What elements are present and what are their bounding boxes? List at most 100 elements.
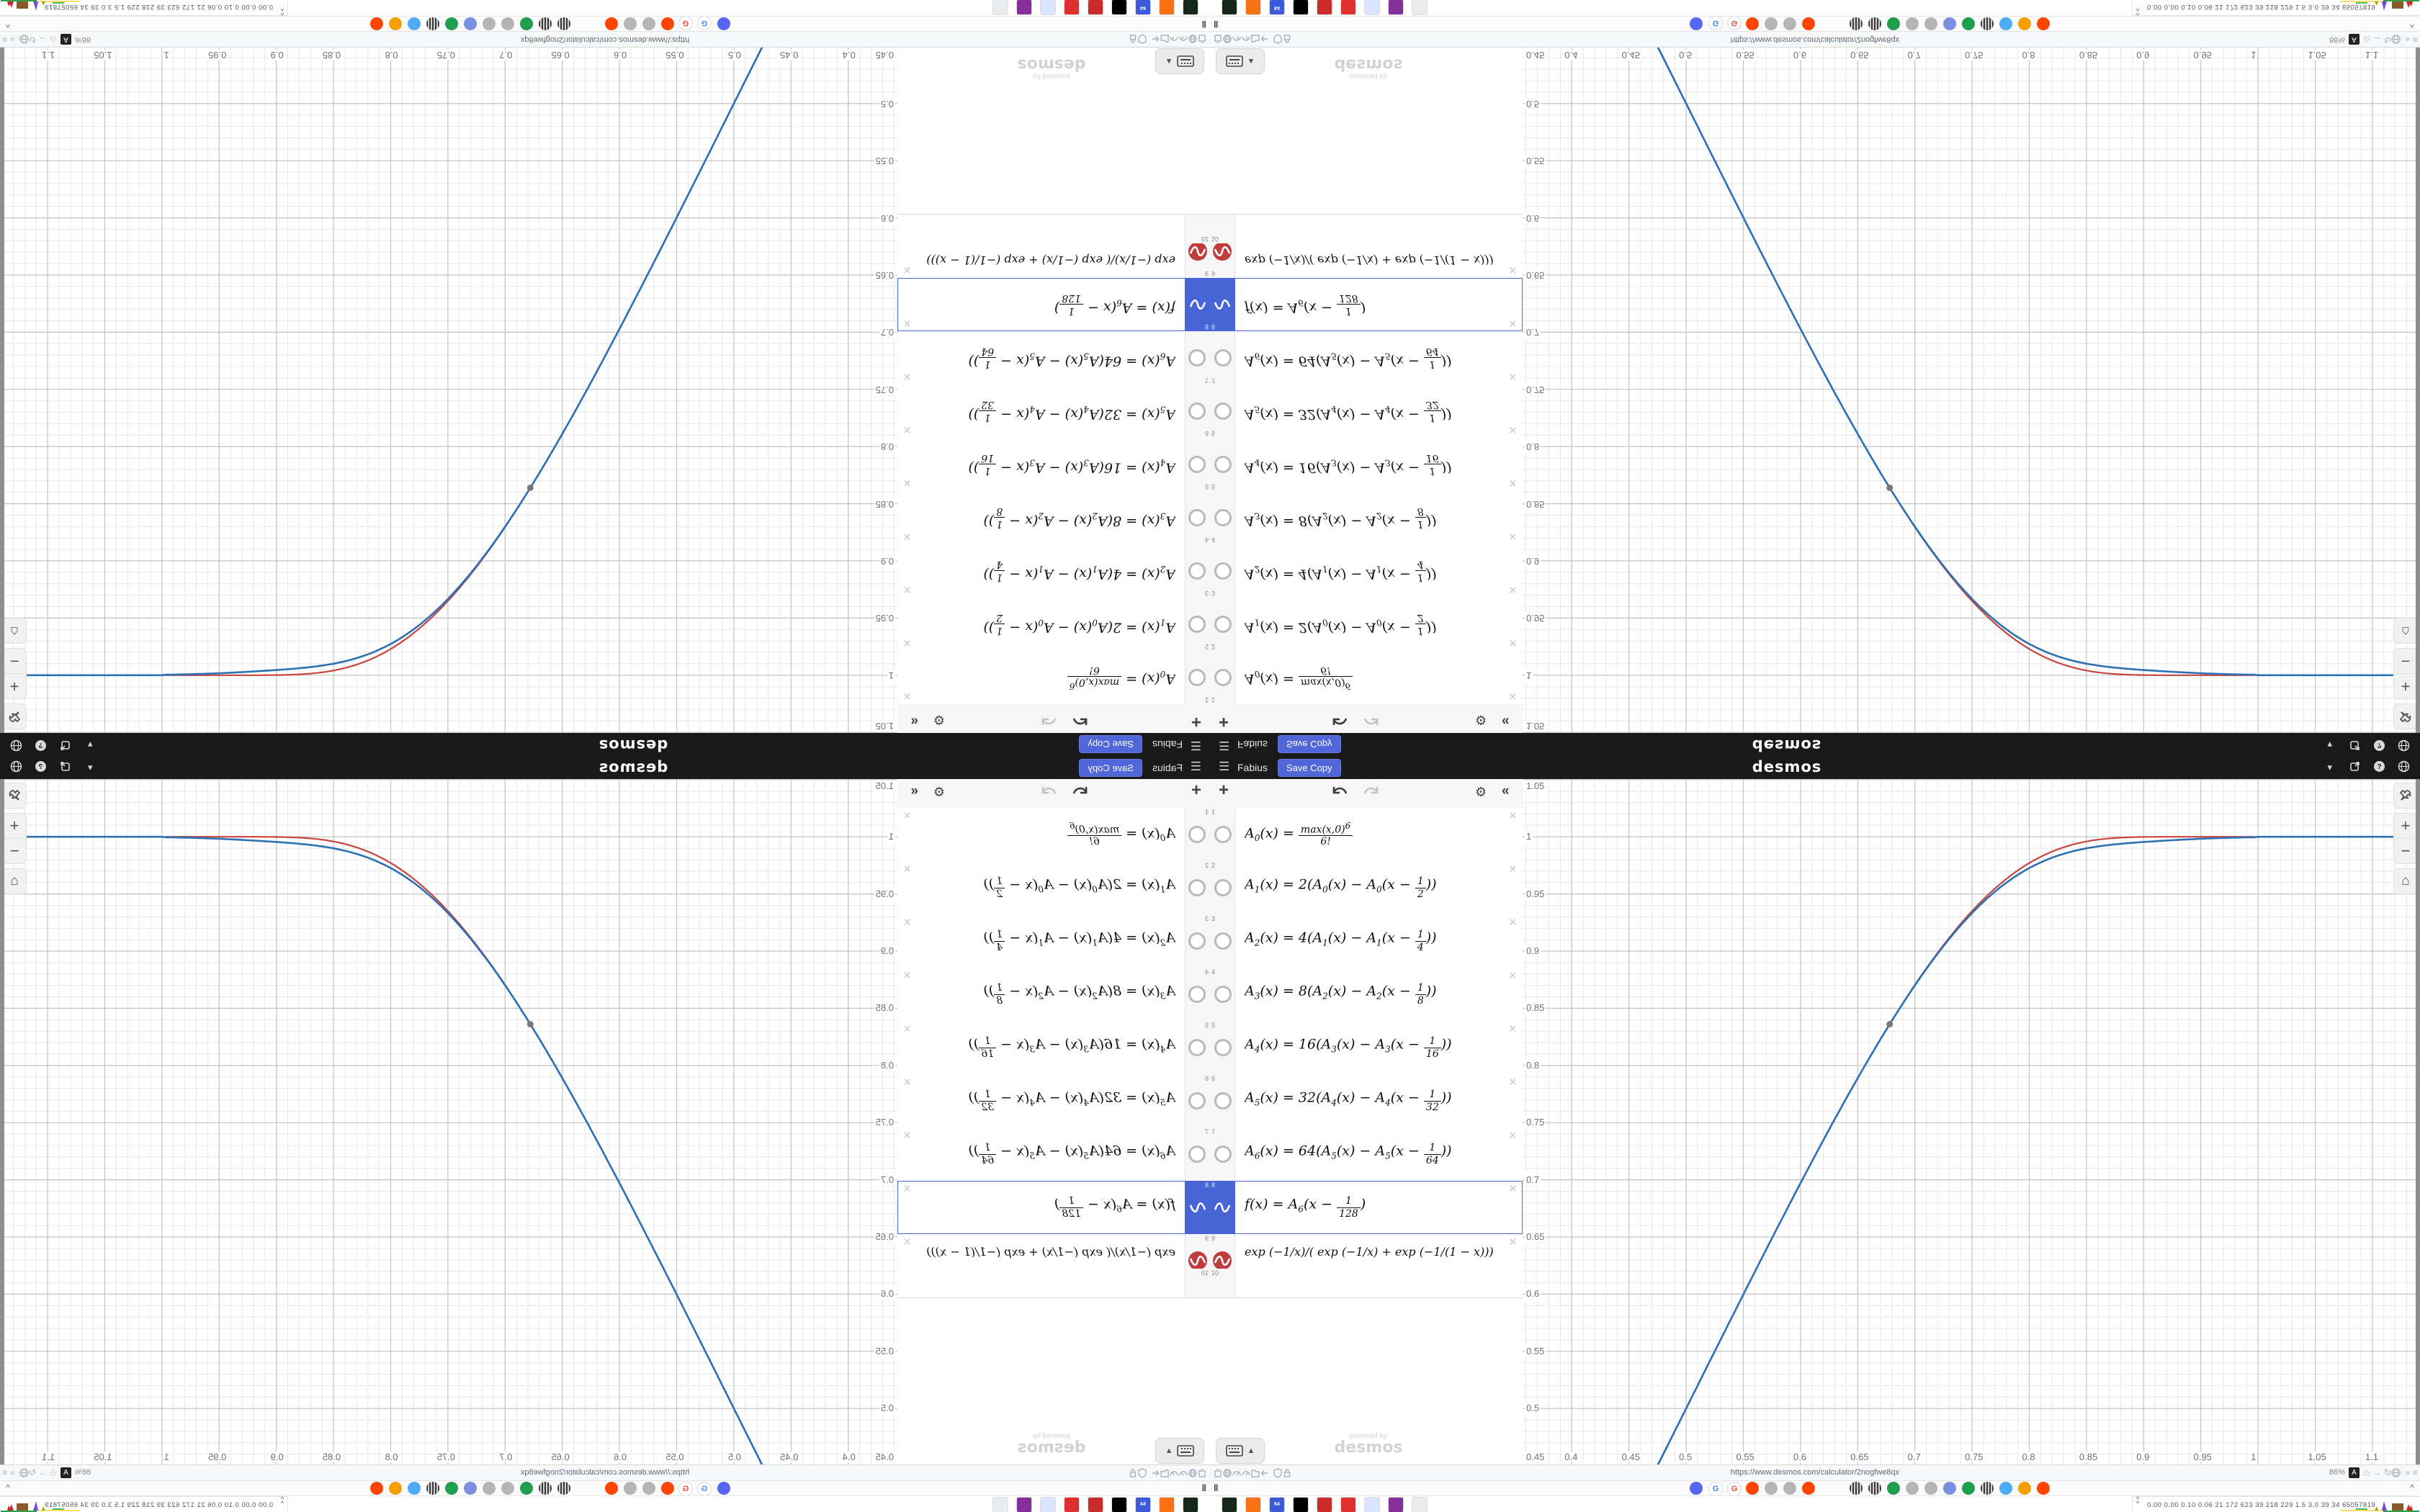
desmos-logo[interactable]: desmos xyxy=(1752,737,1822,754)
delete-expression-icon[interactable]: × xyxy=(1508,1235,1517,1250)
expression-math[interactable]: A6(x) = 64(A5(x) − A5(x − 1 64)) xyxy=(1245,1142,1452,1166)
delete-expression-icon[interactable]: × xyxy=(903,422,912,437)
expression-gutter[interactable]: 6 xyxy=(1210,384,1235,438)
add-expression-button[interactable]: + xyxy=(1191,712,1201,732)
graph-settings-gear-icon[interactable]: ⚙ xyxy=(1475,713,1487,727)
graph-paper[interactable]: 0.4 0.45 0.5 0.55 0.6 0.65 0.7 0.75 0.8 0.85 0.9 0.… xyxy=(1523,779,2416,1464)
bookmark-star-icon[interactable]: ☆ xyxy=(49,1467,58,1478)
expression-row[interactable]: 1 A0(x) = max(x,0)6 6! × xyxy=(1210,808,1523,862)
expression-row[interactable]: 5 A4(x) = 16(A3(x) − A3(x − 1 16)) × xyxy=(1210,1021,1523,1075)
bookmark-favicon[interactable] xyxy=(1222,1497,1237,1512)
bookmark-favicon[interactable] xyxy=(1293,0,1309,15)
expression-gutter[interactable]: 7 xyxy=(1185,1128,1210,1181)
tab-favicon[interactable] xyxy=(2018,1482,2031,1495)
globe-icon[interactable] xyxy=(1222,1467,1232,1482)
expression-gutter[interactable]: 2 xyxy=(1185,861,1210,914)
help-icon[interactable]: ? xyxy=(2373,737,2385,752)
expression-row[interactable]: 3 A2(x) = 4(A1(x) − A1(x − 1 4)) × xyxy=(1210,914,1523,968)
expression-gutter[interactable]: 4 xyxy=(1210,491,1235,544)
shield-icon[interactable] xyxy=(1273,1467,1283,1482)
page-zoom-level[interactable]: 86% xyxy=(75,1468,91,1477)
tab-favicon[interactable]: G xyxy=(1708,16,1723,30)
expression-math[interactable]: A5(x) = 32(A4(x) − A4(x − 1 32)) xyxy=(968,1089,1175,1113)
expression-gutter[interactable]: 3 xyxy=(1210,544,1235,598)
bookmark-favicon[interactable] xyxy=(1388,0,1404,15)
delete-expression-icon[interactable]: × xyxy=(903,1022,912,1037)
delete-expression-icon[interactable]: × xyxy=(903,809,912,824)
share-icon[interactable] xyxy=(59,738,71,752)
folder-icon[interactable] xyxy=(1250,1467,1260,1482)
collapse-panel-icon[interactable]: « xyxy=(910,714,918,729)
tab-favicon[interactable] xyxy=(1783,1482,1796,1495)
zoom-in-button[interactable]: + xyxy=(2393,813,2416,839)
undo-icon[interactable] xyxy=(1331,785,1350,804)
gauge-icon[interactable] xyxy=(1232,30,1242,45)
expression-gutter[interactable]: 3 xyxy=(1185,914,1210,968)
tab-favicon[interactable] xyxy=(2037,17,2050,30)
tab-favicon[interactable]: G xyxy=(1727,1482,1742,1496)
expression-gutter[interactable]: 6 xyxy=(1185,1074,1210,1128)
tab-favicon[interactable] xyxy=(1868,1482,1881,1495)
tab-favicon[interactable] xyxy=(1746,1482,1759,1495)
caret-down-icon[interactable]: ▾ xyxy=(2327,739,2332,750)
help-icon[interactable]: ? xyxy=(35,737,47,752)
hidden-plot-toggle-icon[interactable] xyxy=(1188,456,1206,473)
expression-gutter[interactable]: 9 xyxy=(1210,242,1235,278)
hidden-plot-toggle-icon[interactable] xyxy=(1214,1146,1232,1163)
delete-expression-icon[interactable]: × xyxy=(903,582,912,597)
expression-row[interactable]: 4 A3(x) = 8(A2(x) − A2(x − 1 8)) × xyxy=(1210,968,1523,1022)
expression-gutter[interactable]: 9 xyxy=(1185,242,1210,278)
expression-row[interactable]: 7 A6(x) = 64(A5(x) − A5(x − 1 64)) × xyxy=(1210,330,1523,384)
stats-chevrons-icon[interactable]: ^ ^ xyxy=(2136,5,2140,17)
network-globe-icon[interactable] xyxy=(19,31,29,44)
window-scrollbar[interactable] xyxy=(0,48,4,733)
delete-expression-icon[interactable]: × xyxy=(903,1235,912,1250)
hamburger-menu-icon[interactable]: ☰ xyxy=(1190,760,1201,773)
delete-expression-icon[interactable]: × xyxy=(903,528,912,544)
reload-icon[interactable]: ↻ xyxy=(2383,1467,2391,1477)
expression-gutter[interactable]: 5 xyxy=(1210,438,1235,491)
tab-favicon[interactable] xyxy=(1690,1482,1703,1495)
expression-row[interactable]: 2 A1(x) = 2(A0(x) − A0(x − 1 2)) × xyxy=(1210,861,1523,915)
expression-row[interactable]: 8 f(x) = A6(x − 1 128) × xyxy=(1210,277,1523,331)
bookmark-favicon[interactable] xyxy=(1183,1497,1198,1512)
expression-math[interactable]: A1(x) = 2(A0(x) − A0(x − 1 2)) xyxy=(983,612,1175,636)
expression-math[interactable]: A3(x) = 8(A2(x) − A2(x − 1 8)) xyxy=(1245,505,1437,530)
url-text[interactable]: https://www.desmos.com/calculator/2nogfw… xyxy=(1730,1468,1900,1477)
window-scrollbar[interactable] xyxy=(2416,779,2420,1464)
caret-down-icon[interactable]: ▾ xyxy=(2327,762,2332,773)
gauge-icon[interactable] xyxy=(1178,30,1188,45)
globe-icon[interactable] xyxy=(2398,737,2410,752)
expression-row[interactable]: 6 A5(x) = 32(A4(x) − A4(x − 1 32)) × xyxy=(1210,1074,1523,1128)
keyboard-toggle-button[interactable]: ▲ xyxy=(1216,1438,1265,1464)
expression-row[interactable]: 10 xyxy=(1210,1269,1523,1298)
tab-favicon[interactable] xyxy=(408,1482,421,1495)
tab-favicon[interactable] xyxy=(370,1482,383,1495)
expression-row[interactable]: 4 A3(x) = 8(A2(x) − A2(x − 1 8)) × xyxy=(897,490,1210,544)
share-icon[interactable] xyxy=(2349,738,2361,752)
gauge-icon[interactable] xyxy=(1169,30,1179,45)
tab-favicon[interactable] xyxy=(426,1482,439,1495)
expression-math[interactable]: f(x) = A6(x − 1 128) xyxy=(1054,292,1175,317)
expression-math[interactable]: f(x) = A6(x − 1 128) xyxy=(1245,292,1366,317)
home-view-button[interactable]: ⌂ xyxy=(4,868,27,894)
tab-favicon[interactable] xyxy=(520,1482,533,1495)
expression-math[interactable]: A5(x) = 32(A4(x) − A4(x − 1 32)) xyxy=(1245,399,1452,423)
share-icon[interactable] xyxy=(2349,760,2361,774)
tab-favicon[interactable] xyxy=(1783,17,1796,30)
expression-row[interactable]: 5 A4(x) = 16(A3(x) − A3(x − 1 16)) × xyxy=(897,437,1210,491)
gauge-icon[interactable] xyxy=(1232,1467,1242,1482)
tab-favicon[interactable] xyxy=(464,1482,477,1495)
expression-row[interactable]: 10 xyxy=(897,1269,1210,1298)
expression-math[interactable]: A4(x) = 16(A3(x) − A3(x − 1 16)) xyxy=(968,452,1175,477)
bookmark-favicon[interactable] xyxy=(1222,0,1237,15)
stats-chevrons-icon[interactable]: ^ ^ xyxy=(2136,1495,2140,1507)
delete-expression-icon[interactable]: × xyxy=(903,262,912,277)
hidden-plot-toggle-icon[interactable] xyxy=(1214,826,1232,843)
bookmark-favicon[interactable] xyxy=(1064,0,1080,15)
expression-math[interactable]: f(x) = A6(x − 1 128) xyxy=(1054,1195,1175,1220)
tab-favicon[interactable] xyxy=(370,17,383,30)
tab-favicon[interactable] xyxy=(501,17,514,30)
tab-favicon[interactable] xyxy=(642,1482,655,1495)
expression-row[interactable]: 2 A1(x) = 2(A0(x) − A0(x − 1 2)) × xyxy=(1210,597,1523,651)
